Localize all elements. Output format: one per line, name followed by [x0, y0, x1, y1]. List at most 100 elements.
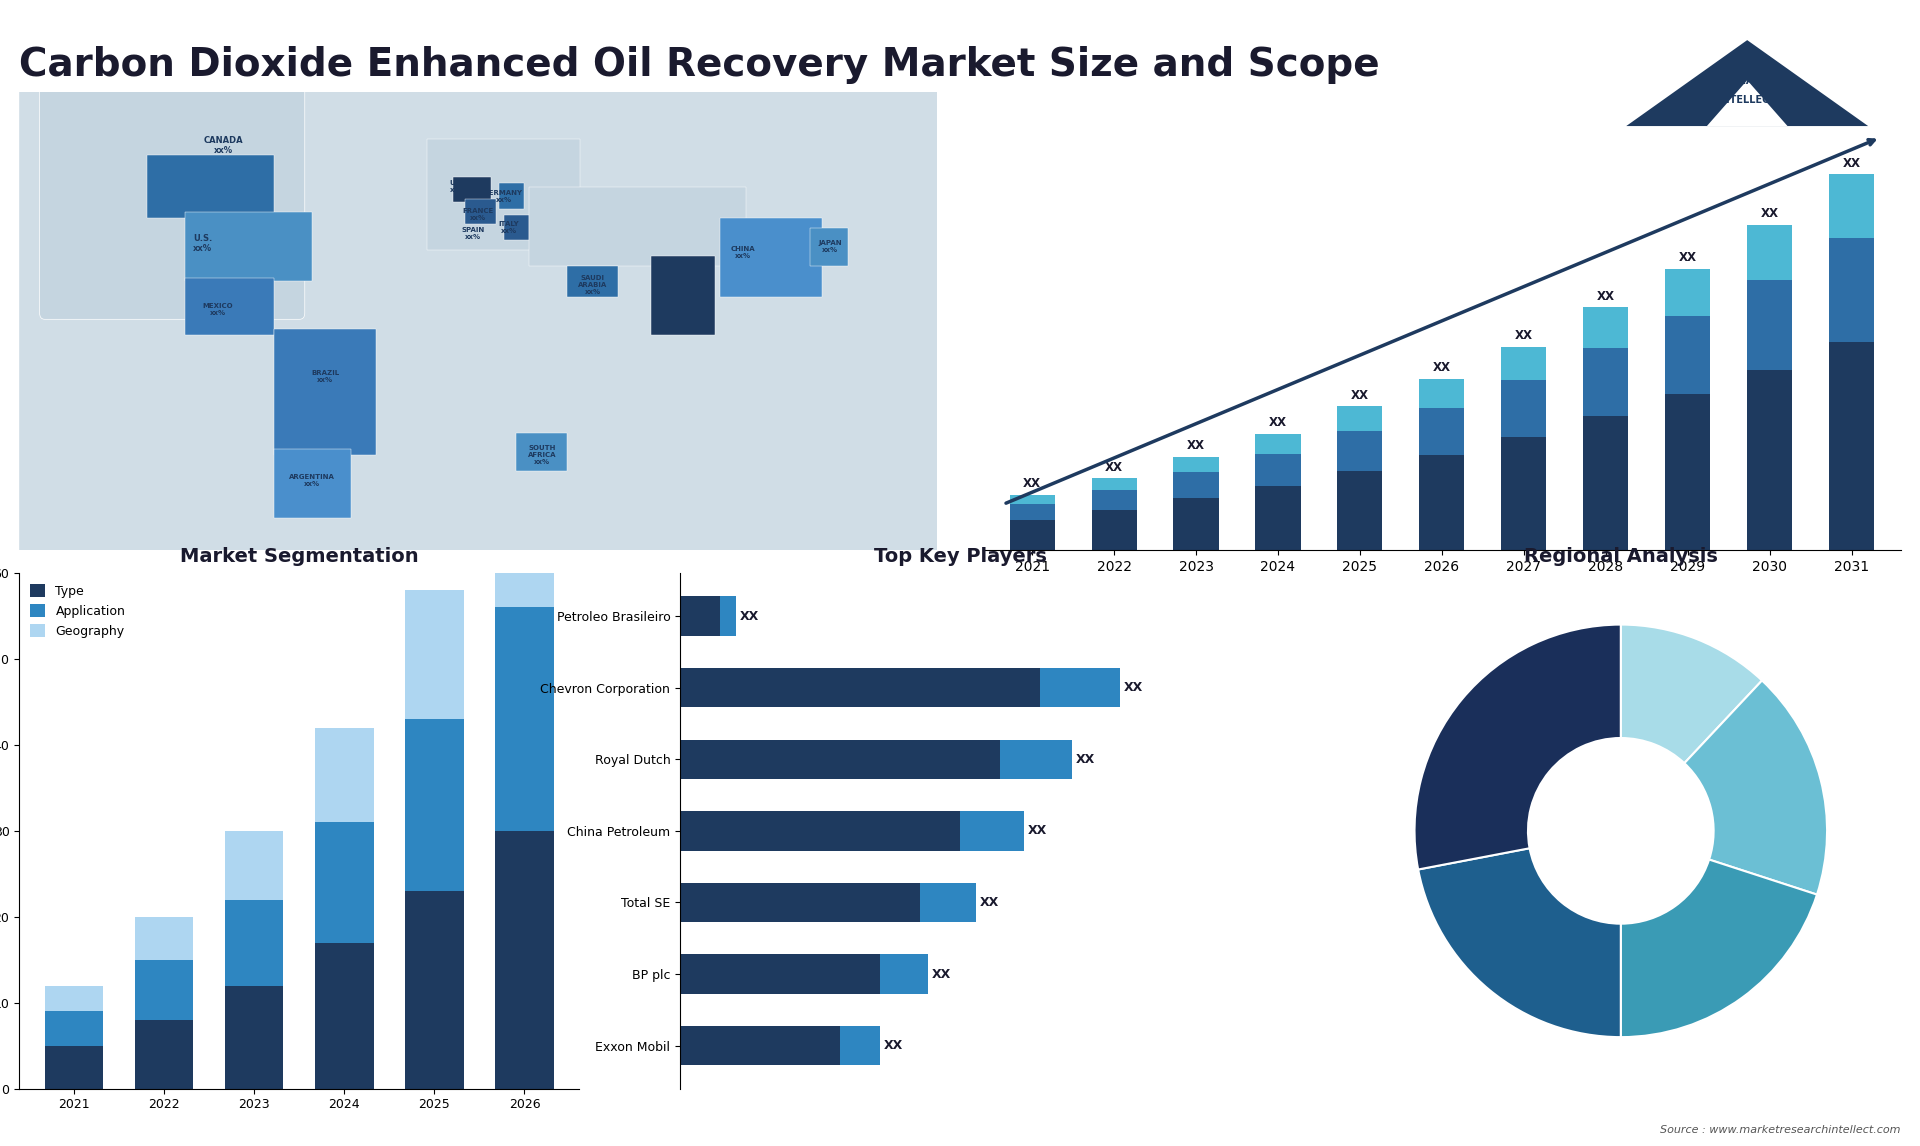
- Wedge shape: [1620, 625, 1763, 763]
- Bar: [225, 900, 284, 986]
- Bar: [1747, 280, 1791, 370]
- Text: XX: XX: [1027, 824, 1046, 838]
- Text: XX: XX: [1432, 361, 1452, 375]
- Text: XX: XX: [931, 967, 950, 981]
- Bar: [920, 882, 975, 923]
- Text: XX: XX: [1352, 388, 1369, 402]
- Bar: [1092, 490, 1137, 510]
- Bar: [1665, 394, 1711, 550]
- Bar: [841, 1026, 879, 1066]
- Bar: [879, 955, 927, 994]
- Bar: [1501, 347, 1546, 380]
- FancyBboxPatch shape: [40, 85, 305, 320]
- Bar: [44, 1011, 104, 1045]
- Text: XX: XX: [1123, 681, 1142, 694]
- Bar: [1665, 269, 1711, 316]
- Bar: [1830, 343, 1874, 550]
- Bar: [1256, 486, 1300, 550]
- Bar: [405, 590, 463, 720]
- Bar: [44, 1045, 104, 1089]
- Bar: [146, 155, 275, 218]
- Bar: [495, 607, 553, 831]
- Text: Carbon Dioxide Enhanced Oil Recovery Market Size and Scope: Carbon Dioxide Enhanced Oil Recovery Mar…: [19, 46, 1380, 84]
- Text: INDIA
xx%: INDIA xx%: [666, 291, 687, 304]
- Polygon shape: [1626, 40, 1868, 126]
- Text: XX: XX: [1187, 439, 1206, 453]
- Bar: [44, 986, 104, 1011]
- Text: SAUDI
ARABIA
xx%: SAUDI ARABIA xx%: [578, 275, 607, 295]
- Text: XX: XX: [1075, 753, 1094, 766]
- Bar: [1665, 316, 1711, 394]
- Bar: [134, 1020, 194, 1089]
- Wedge shape: [1620, 860, 1816, 1037]
- Text: XX: XX: [1597, 290, 1615, 303]
- Bar: [465, 199, 495, 225]
- Bar: [1256, 454, 1300, 486]
- Text: XX: XX: [1678, 251, 1697, 265]
- Bar: [1501, 380, 1546, 437]
- Bar: [134, 917, 194, 960]
- Bar: [680, 1026, 841, 1066]
- Bar: [225, 831, 284, 900]
- Bar: [1000, 739, 1071, 779]
- Wedge shape: [1415, 625, 1620, 870]
- Bar: [1419, 408, 1465, 455]
- Text: XX: XX: [883, 1039, 902, 1052]
- Bar: [275, 329, 376, 455]
- Bar: [405, 720, 463, 892]
- Bar: [680, 955, 879, 994]
- Bar: [680, 668, 1041, 707]
- Bar: [184, 278, 275, 335]
- Text: XX: XX: [1269, 416, 1286, 430]
- Text: U.S.
xx%: U.S. xx%: [194, 234, 213, 253]
- Bar: [1010, 504, 1054, 519]
- Bar: [225, 986, 284, 1089]
- Text: U.K.
xx%: U.K. xx%: [449, 180, 467, 193]
- Text: SPAIN
xx%: SPAIN xx%: [461, 227, 484, 241]
- Title: Top Key Players: Top Key Players: [874, 547, 1046, 566]
- Bar: [495, 831, 553, 1089]
- Title: Market Segmentation: Market Segmentation: [180, 547, 419, 566]
- Text: MARKET: MARKET: [1724, 56, 1770, 66]
- Bar: [453, 176, 492, 203]
- Bar: [680, 596, 720, 636]
- Legend: Type, Application, Geography: Type, Application, Geography: [25, 579, 131, 643]
- Text: INTELLECT: INTELLECT: [1718, 95, 1776, 105]
- Text: CHINA
xx%: CHINA xx%: [732, 246, 756, 259]
- Bar: [426, 139, 580, 250]
- Bar: [1419, 455, 1465, 550]
- Text: FRANCE
xx%: FRANCE xx%: [463, 209, 493, 221]
- Text: XX: XX: [1843, 157, 1860, 170]
- Bar: [960, 811, 1023, 850]
- Bar: [1041, 668, 1119, 707]
- Text: XX: XX: [739, 610, 758, 622]
- Text: CANADA
xx%: CANADA xx%: [204, 135, 244, 155]
- Bar: [1338, 407, 1382, 431]
- Text: RESEARCH: RESEARCH: [1718, 76, 1776, 86]
- Bar: [495, 435, 553, 607]
- Bar: [315, 942, 374, 1089]
- Bar: [1830, 174, 1874, 238]
- Text: MEXICO
xx%: MEXICO xx%: [204, 304, 234, 316]
- Bar: [568, 266, 618, 297]
- Text: SOUTH
AFRICA
xx%: SOUTH AFRICA xx%: [528, 446, 557, 465]
- Text: Source : www.marketresearchintellect.com: Source : www.marketresearchintellect.com: [1661, 1124, 1901, 1135]
- Bar: [315, 823, 374, 942]
- Bar: [680, 811, 960, 850]
- Text: ITALY
xx%: ITALY xx%: [499, 221, 518, 234]
- Text: XX: XX: [1761, 207, 1778, 220]
- Text: JAPAN
xx%: JAPAN xx%: [818, 241, 841, 253]
- Circle shape: [1528, 738, 1715, 924]
- Bar: [651, 256, 716, 335]
- Bar: [680, 739, 1000, 779]
- Bar: [1747, 225, 1791, 280]
- Text: XX: XX: [1515, 329, 1532, 343]
- Bar: [1338, 431, 1382, 471]
- Bar: [516, 433, 568, 471]
- Bar: [1338, 471, 1382, 550]
- Bar: [1173, 499, 1219, 550]
- Text: GERMANY
xx%: GERMANY xx%: [484, 189, 522, 203]
- Bar: [1092, 510, 1137, 550]
- Bar: [1173, 472, 1219, 499]
- Wedge shape: [1419, 848, 1620, 1037]
